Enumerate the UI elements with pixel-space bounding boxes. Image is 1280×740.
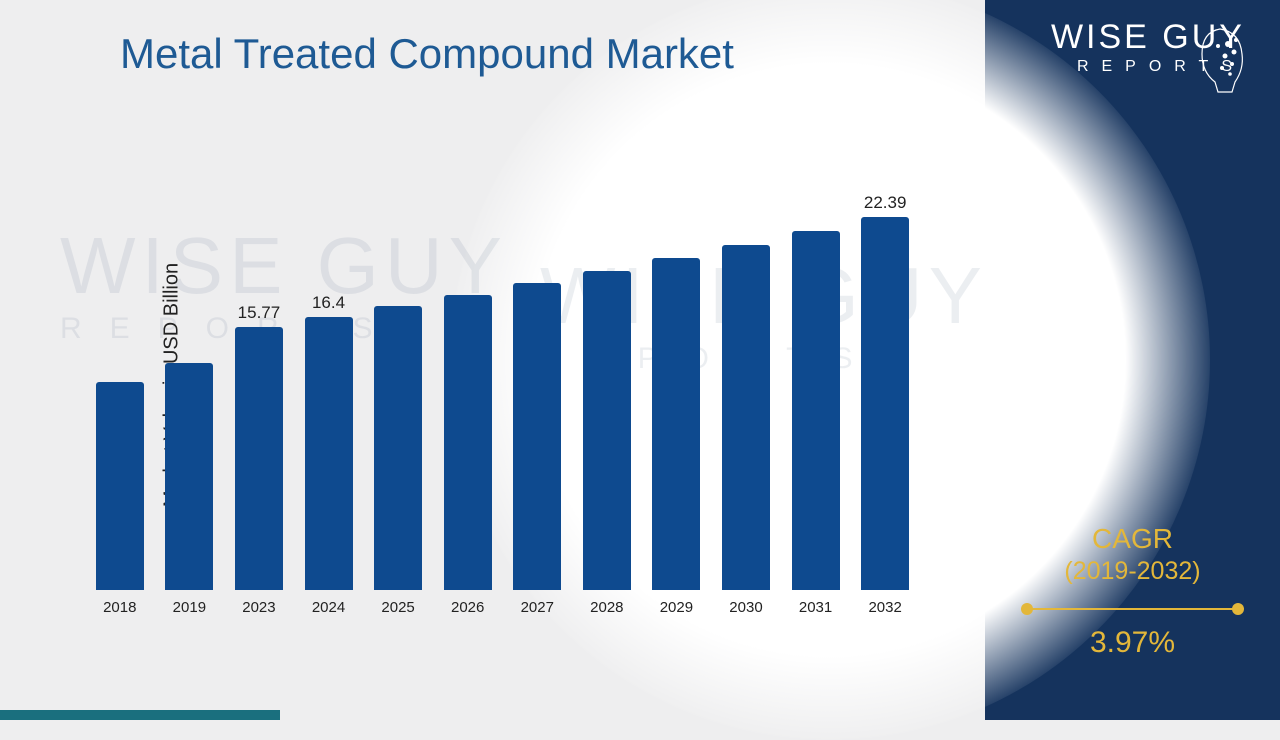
bar-value-label: 16.4 [312,293,345,313]
bar-slot: 2025 [373,282,423,590]
x-axis-label: 2026 [451,599,484,616]
bar [305,317,353,590]
cagr-box: CAGR (2019-2032) 3.97% [1025,523,1240,660]
cagr-divider [1025,604,1240,614]
bar-slot: 2030 [721,221,771,590]
cagr-value: 3.97% [1025,626,1240,660]
chart-area: Market Value in USD Billion 2018201915.7… [60,150,910,620]
bar-slot: 22.392032 [860,193,910,590]
bottom-accent-bar [0,710,280,720]
bar [861,217,909,590]
bar-value-label: 22.39 [864,193,907,213]
bar [235,327,283,590]
bar [96,382,144,590]
x-axis-label: 2018 [103,599,136,616]
cagr-title: CAGR [1025,523,1240,555]
x-axis-label: 2030 [729,599,762,616]
bar-slot: 2029 [652,234,702,590]
bar [374,306,422,590]
bar-value-label: 15.77 [238,303,281,323]
x-axis-label: 2019 [173,599,206,616]
bar [652,258,700,590]
bars-container: 2018 2019 15.772023 16.42024 2025 2026 2027 202… [95,170,910,590]
bar-slot: 2019 [165,339,215,590]
bar [583,271,631,590]
bar-slot: 2026 [443,271,493,591]
head-icon [1190,24,1250,94]
bar-slot: 16.42024 [304,293,354,590]
bar-slot: 2018 [95,358,145,590]
bar [444,295,492,591]
x-axis-label: 2025 [381,599,414,616]
x-axis-label: 2028 [590,599,623,616]
bar [513,283,561,590]
bar-slot: 15.772023 [234,303,284,590]
cagr-range: (2019-2032) [1025,557,1240,586]
bar [722,245,770,590]
bar [165,363,213,590]
x-axis-label: 2024 [312,599,345,616]
x-axis-label: 2029 [660,599,693,616]
x-axis-label: 2027 [521,599,554,616]
logo: WISE GUY REPORTS [1051,20,1245,76]
bar-slot: 2028 [582,247,632,590]
x-axis-label: 2031 [799,599,832,616]
chart-title: Metal Treated Compound Market [120,30,734,78]
bar [792,231,840,590]
x-axis-label: 2023 [242,599,275,616]
bar-slot: 2027 [512,259,562,590]
x-axis-label: 2032 [868,599,901,616]
bar-slot: 2031 [791,207,841,590]
